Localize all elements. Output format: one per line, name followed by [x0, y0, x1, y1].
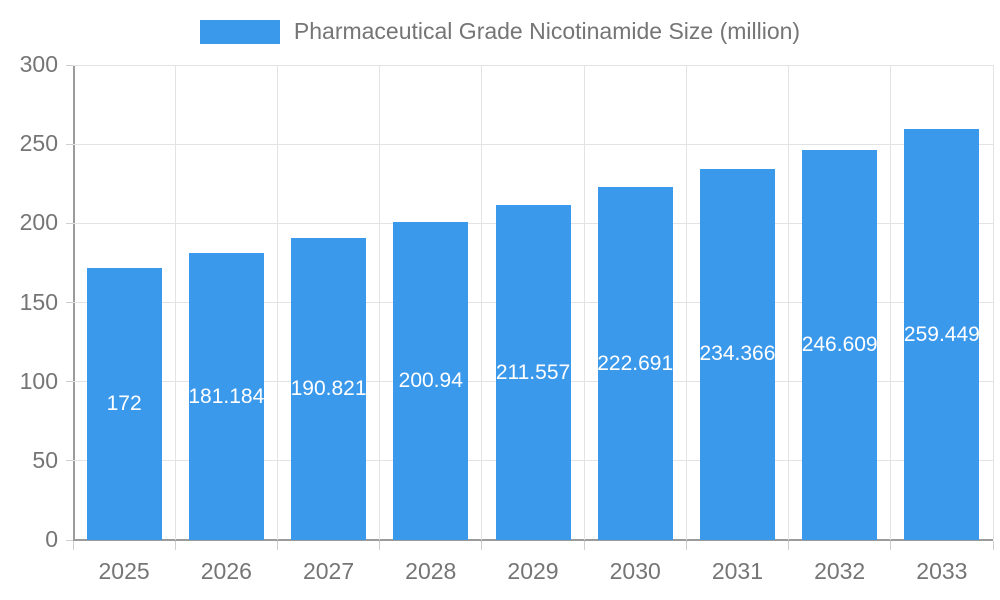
bar-2028: 200.94 [393, 221, 469, 540]
x-tick-label: 2032 [814, 558, 866, 584]
x-axis-tick [276, 541, 278, 550]
vertical-gridline [583, 65, 585, 540]
y-axis-tick [66, 302, 73, 303]
x-axis-tick [583, 541, 585, 550]
bar-value-label: 246.609 [802, 332, 878, 356]
x-axis-tick [174, 541, 176, 550]
bar-2032: 246.609 [802, 149, 878, 540]
chart-legend: Pharmaceutical Grade Nicotinamide Size (… [0, 18, 1000, 45]
vertical-gridline [174, 65, 176, 540]
bar-2027: 190.821 [291, 237, 367, 540]
y-axis-tick [66, 460, 73, 462]
vertical-gridline [685, 65, 687, 540]
x-axis-tick [379, 541, 381, 550]
x-tick-label: 2031 [711, 558, 764, 584]
horizontal-gridline [73, 143, 993, 145]
x-tick-label: 2033 [916, 558, 968, 584]
y-tick-label: 250 [19, 130, 58, 157]
bar-value-label: 200.94 [398, 368, 463, 392]
bar-2025: 172 [86, 267, 162, 540]
y-axis-tick [66, 381, 73, 383]
y-axis-tick [66, 143, 73, 145]
vertical-gridline [276, 65, 278, 540]
y-axis-tick [66, 539, 73, 541]
x-axis-tick [685, 541, 687, 550]
x-axis-tick [788, 541, 790, 550]
y-axis-tick [66, 222, 73, 224]
x-axis-tick [992, 541, 994, 550]
x-tick-label: 2030 [609, 558, 661, 584]
vertical-gridline [481, 65, 483, 540]
legend-label: Pharmaceutical Grade Nicotinamide Size (… [293, 18, 801, 44]
y-tick-label: 200 [19, 209, 58, 236]
x-axis-tick [481, 541, 483, 550]
bar-value-label: 222.691 [597, 351, 673, 375]
x-tick-label: 2029 [507, 558, 559, 584]
x-tick-label: 2026 [200, 558, 252, 584]
y-tick-label: 50 [32, 446, 58, 473]
bar-value-label: 211.557 [495, 360, 571, 384]
bar-2033: 259.449 [904, 129, 980, 540]
bar-value-label: 172 [106, 391, 142, 415]
x-axis-line [73, 539, 993, 541]
y-axis-tick [66, 64, 73, 66]
bar-value-label: 181.184 [188, 384, 264, 408]
bar-2029: 211.557 [495, 205, 571, 540]
bar-value-label: 234.366 [699, 342, 775, 366]
horizontal-gridline [73, 64, 993, 66]
plot-area: 172 181.184 190.821 200.94 211.557 222.691 234… [66, 64, 994, 550]
y-tick-label: 300 [19, 51, 58, 77]
bar-2030: 222.691 [597, 187, 673, 540]
bar-2031: 234.366 [699, 168, 775, 540]
vertical-gridline [788, 65, 790, 540]
x-axis-tick [72, 541, 74, 550]
legend-swatch [199, 19, 280, 44]
y-tick-label: 0 [45, 526, 58, 552]
vertical-gridline [992, 65, 994, 540]
x-tick-label: 2025 [98, 558, 150, 584]
y-tick-label: 150 [19, 288, 58, 315]
y-tick-label: 100 [19, 367, 58, 394]
vertical-gridline [890, 65, 892, 540]
x-tick-label: 2028 [405, 558, 457, 584]
bar-2026: 181.184 [188, 253, 264, 540]
x-axis-tick [890, 541, 892, 550]
x-tick-label: 2027 [302, 558, 355, 584]
bar-value-label: 190.821 [291, 376, 367, 400]
bar-value-label: 259.449 [904, 322, 980, 346]
vertical-gridline [379, 65, 381, 540]
